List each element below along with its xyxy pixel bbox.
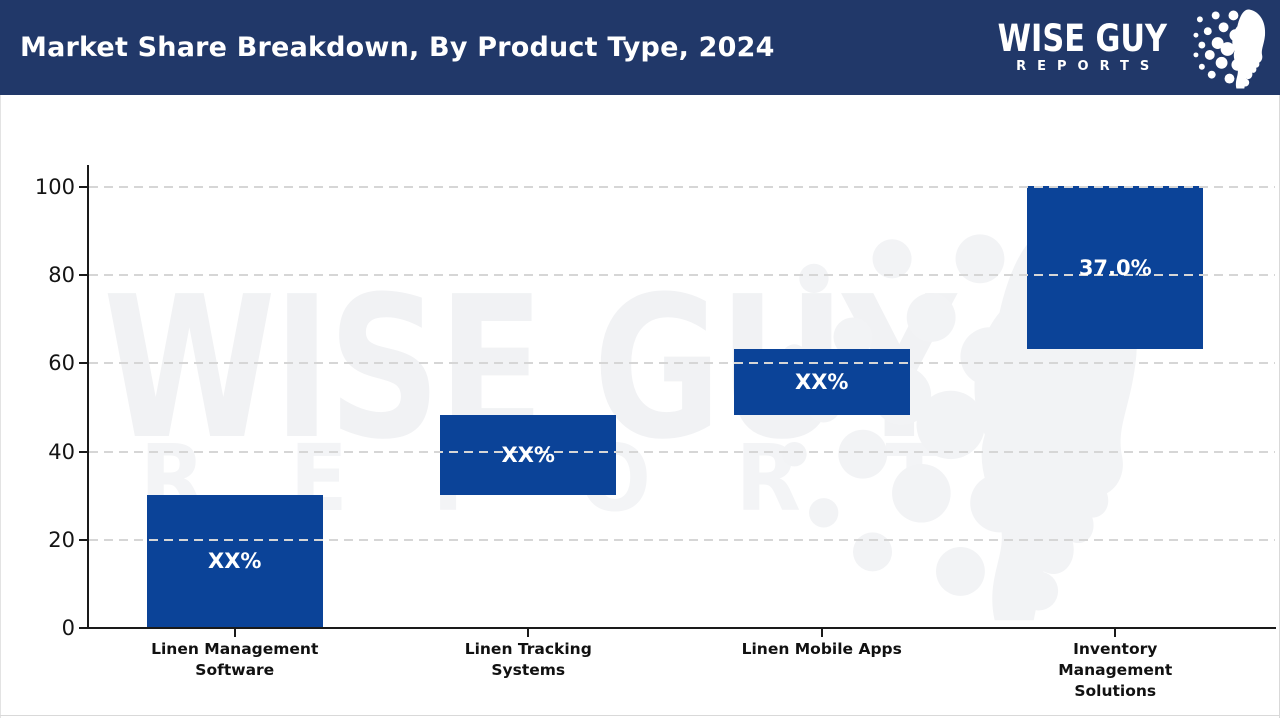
logo-text: WISE GUY REPORTS (979, 17, 1186, 74)
bar-value-label: XX% (795, 370, 849, 395)
header-bar: Market Share Breakdown, By Product Type,… (0, 0, 1280, 95)
y-tick-label: 20 (48, 527, 75, 552)
y-tick-mark (79, 538, 87, 541)
category-label-line: Linen Management (151, 640, 319, 658)
y-tick-label: 40 (48, 439, 75, 464)
bar-segment (440, 415, 617, 495)
x-axis-line (83, 627, 1276, 629)
category-label: Linen Tracking Systems (382, 639, 676, 681)
bar-value-label: 37.0% (1078, 255, 1152, 280)
y-tick-label: 60 (48, 351, 75, 376)
logo-brand-text: WISE GUY (997, 17, 1168, 60)
y-tick-label: 0 (61, 616, 75, 640)
y-tick-mark (79, 362, 87, 365)
category-label-line: Software (195, 661, 275, 679)
category-label-line: Management (1058, 661, 1173, 679)
bar-value-label: XX% (208, 548, 262, 573)
bar-segment (146, 494, 323, 627)
category-label: Linen Mobile Apps (675, 639, 969, 660)
y-tick-mark (79, 274, 87, 277)
y-tick-mark (79, 450, 87, 453)
gridline (89, 274, 1275, 277)
gridline (89, 538, 1275, 541)
category-label: Linen Management Software (88, 639, 382, 681)
category-label-line: Solutions (1074, 682, 1157, 700)
category-label-line: Systems (491, 661, 566, 679)
category-label-line: Linen Mobile Apps (741, 640, 902, 658)
y-tick-mark (79, 627, 87, 629)
x-tick-mark (527, 629, 530, 637)
y-tick-label: 100 (34, 175, 75, 199)
x-tick-mark (820, 629, 823, 637)
page-title: Market Share Breakdown, By Product Type,… (20, 32, 775, 63)
gridline (89, 450, 1275, 453)
bar-value-label: XX% (501, 443, 555, 467)
x-tick-mark (1114, 629, 1117, 637)
y-tick-mark (79, 186, 87, 188)
category-label: Inventory Management Solutions (969, 639, 1263, 702)
gridline (89, 362, 1275, 365)
category-label-line: Linen Tracking (464, 640, 592, 658)
category-label-line: Inventory (1073, 640, 1158, 658)
wise-guy-reports-logo: WISE GUY REPORTS (979, 5, 1280, 91)
logo-sub-text: REPORTS (1016, 59, 1161, 74)
x-tick-mark (233, 629, 236, 637)
y-tick-label: 80 (48, 263, 75, 288)
logo-head-icon (1193, 8, 1266, 88)
gridline (89, 186, 1275, 188)
y-axis-line (87, 165, 89, 629)
